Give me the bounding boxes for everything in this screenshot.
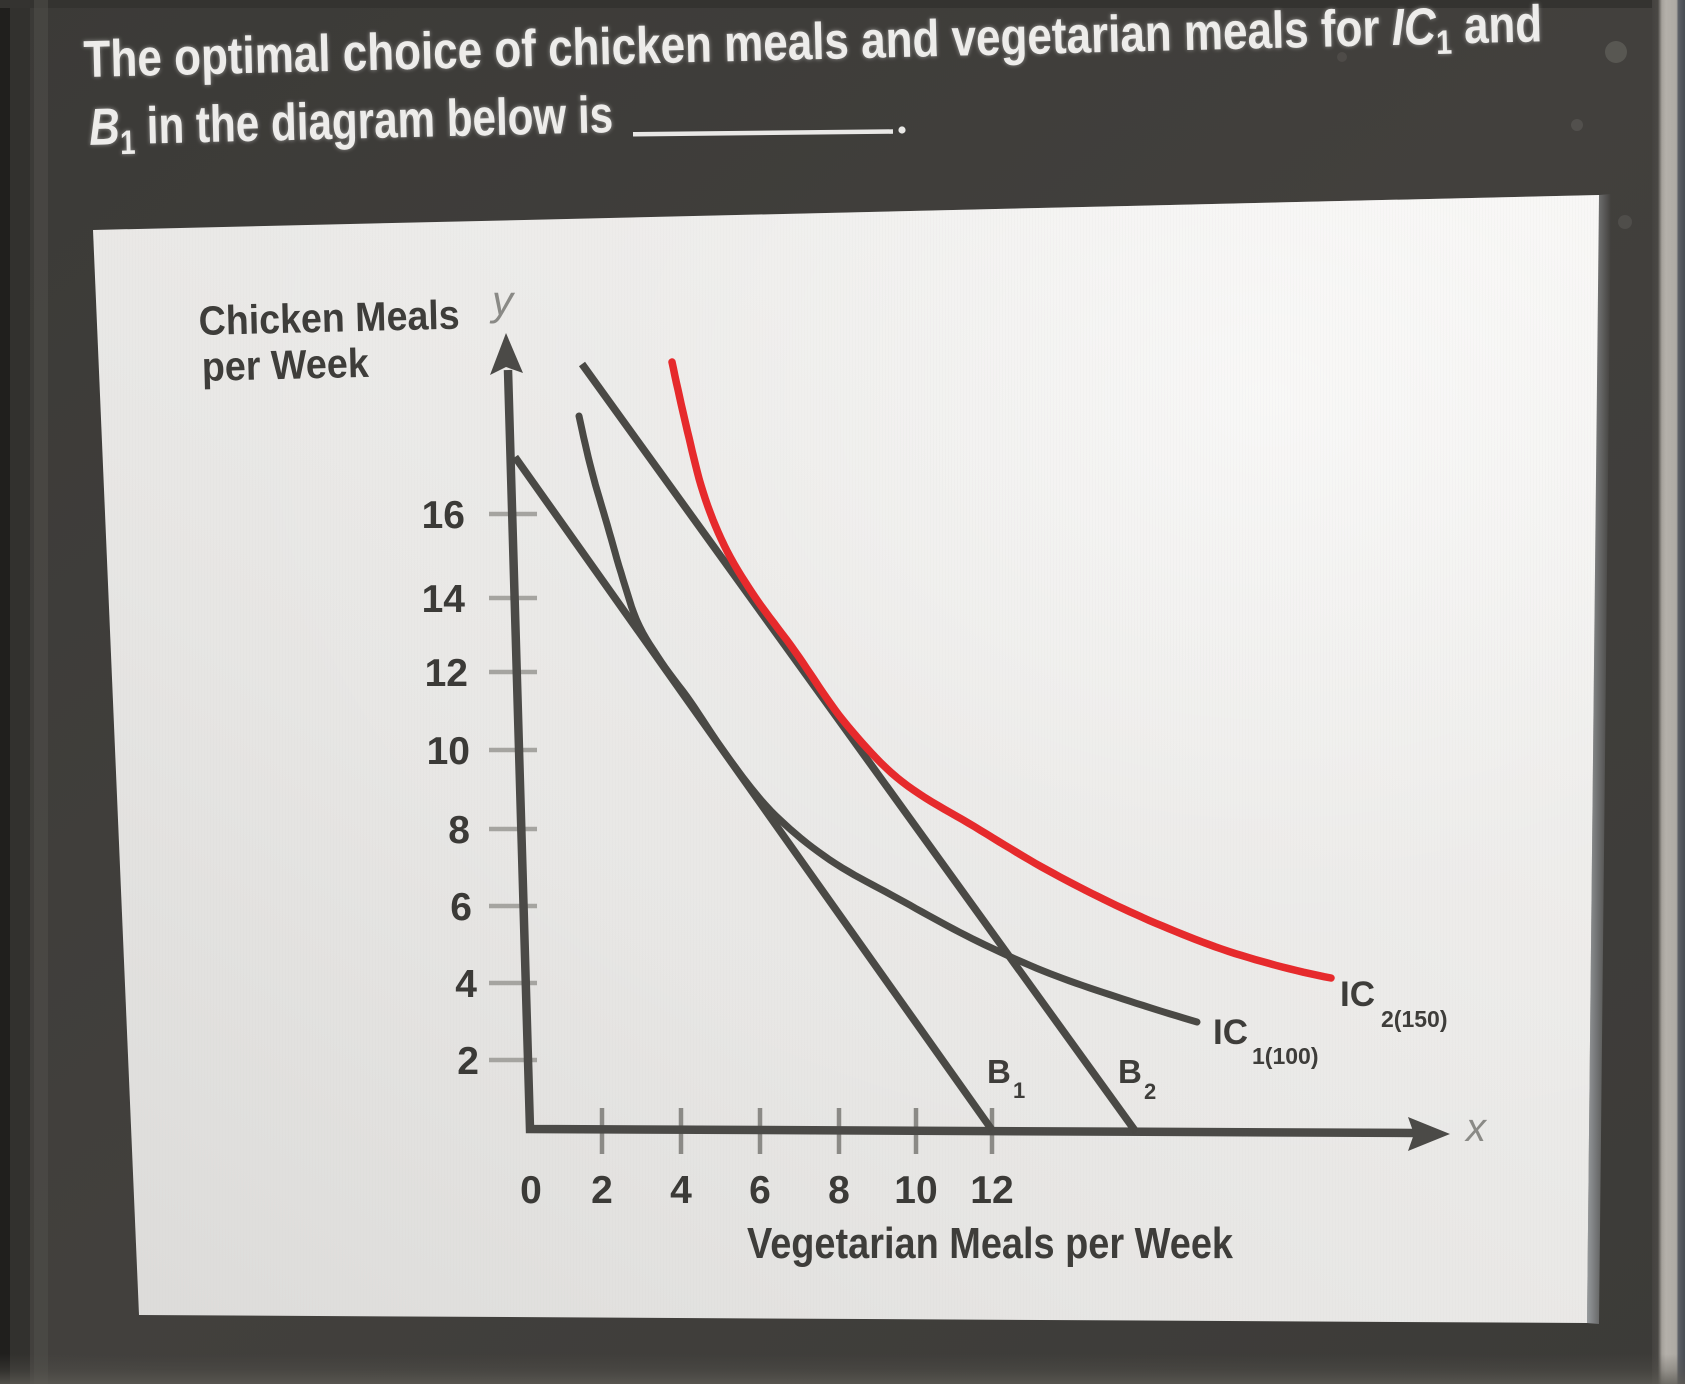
svg-text:IC: IC: [1340, 975, 1375, 1014]
svg-text:1(100): 1(100): [1252, 1043, 1318, 1069]
svg-text:4: 4: [455, 963, 477, 1006]
svg-text:6: 6: [749, 1169, 771, 1212]
svg-text:IC: IC: [1213, 1013, 1248, 1052]
svg-text:0: 0: [520, 1169, 542, 1212]
svg-text:14: 14: [422, 578, 466, 621]
svg-text:10: 10: [427, 730, 470, 773]
svg-text:B1 in the diagram below is: B1 in the diagram below is: [89, 86, 614, 163]
svg-text:6: 6: [450, 886, 472, 929]
svg-text:16: 16: [422, 494, 465, 537]
svg-text:Vegetarian Meals per Week: Vegetarian Meals per Week: [747, 1219, 1233, 1268]
svg-text:Chicken Meals: Chicken Meals: [198, 292, 460, 344]
svg-text:1: 1: [1013, 1078, 1025, 1103]
svg-text:B1 in the diagram below is: B1 in the diagram below is: [89, 86, 614, 163]
svg-text:2(150): 2(150): [1381, 1006, 1447, 1032]
svg-text:12: 12: [970, 1169, 1013, 1212]
svg-text:B: B: [987, 1053, 1011, 1090]
svg-text:2: 2: [457, 1040, 479, 1083]
svg-text:x: x: [1464, 1106, 1488, 1150]
svg-text:10: 10: [894, 1169, 937, 1212]
svg-text:2: 2: [591, 1169, 613, 1212]
svg-text:8: 8: [828, 1169, 850, 1212]
svg-text:4: 4: [670, 1169, 692, 1212]
svg-text:12: 12: [425, 652, 468, 695]
svg-text:B: B: [1118, 1053, 1142, 1090]
svg-text:per Week: per Week: [201, 340, 369, 390]
svg-text:8: 8: [448, 809, 470, 852]
svg-text:y: y: [489, 277, 516, 324]
svg-text:2: 2: [1144, 1079, 1156, 1104]
